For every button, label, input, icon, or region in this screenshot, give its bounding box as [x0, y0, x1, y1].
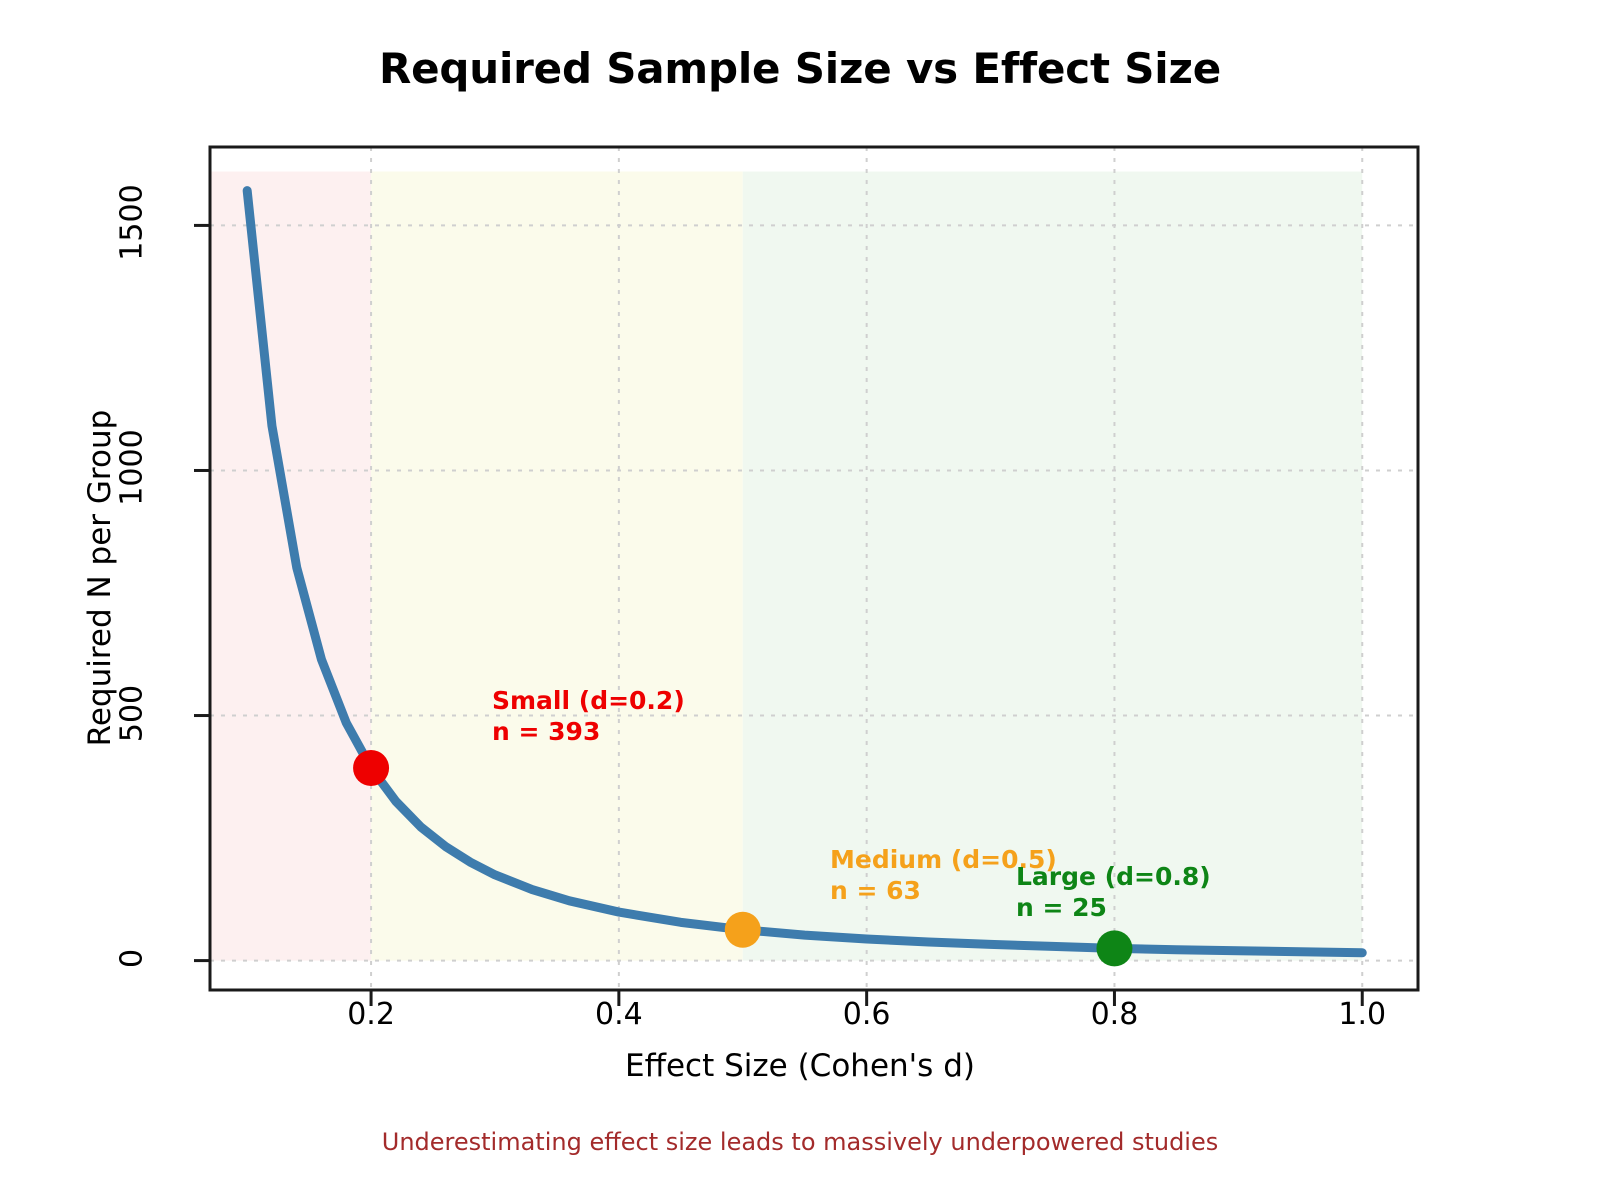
small-effect-band	[210, 171, 372, 961]
y-axis-title: Required N per Group	[82, 409, 118, 747]
annotation-medium-line1: Medium (d=0.5)	[830, 845, 1057, 874]
medium-effect-band	[371, 171, 743, 961]
annotation-small-line2: n = 393	[492, 716, 601, 746]
gridlines	[210, 147, 1418, 990]
x-tick-label: 0.4	[595, 997, 643, 1032]
large-effect-band	[742, 171, 1363, 961]
y-tick-label: 0	[114, 948, 150, 968]
y-tick-label: 500	[114, 684, 150, 742]
annotation-small: Small (d=0.2) n = 393	[492, 686, 685, 747]
axis-ticks	[194, 223, 1364, 1006]
annotation-large-line1: Large (d=0.8)	[1016, 862, 1211, 891]
x-tick-label: 1.0	[1338, 997, 1387, 1032]
data-point-small	[353, 749, 390, 786]
annotation-large: Large (d=0.8) n = 25	[1016, 862, 1211, 923]
x-tick-label: 0.2	[347, 997, 395, 1032]
annotation-medium-line2: n = 63	[830, 875, 921, 905]
effect-size-bands	[210, 171, 1363, 961]
x-axis-title: Effect Size (Cohen's d)	[625, 1048, 975, 1084]
annotation-small-line1: Small (d=0.2)	[492, 686, 685, 715]
figure-caption: Underestimating effect size leads to mas…	[381, 1128, 1219, 1156]
x-tick-label: 0.8	[1090, 997, 1139, 1032]
y-tick-label: 1500	[114, 184, 150, 262]
annotation-large-line2: n = 25	[1016, 892, 1107, 922]
chart-title: Required Sample Size vs Effect Size	[378, 44, 1222, 93]
y-tick-label: 1000	[114, 429, 150, 507]
data-point-large	[1096, 930, 1133, 967]
data-point-medium	[724, 911, 761, 948]
x-tick-label: 0.6	[842, 997, 891, 1032]
axes	[208, 145, 1420, 992]
annotation-medium: Medium (d=0.5) n = 63	[830, 845, 1057, 906]
effect-size-points	[353, 749, 1133, 967]
